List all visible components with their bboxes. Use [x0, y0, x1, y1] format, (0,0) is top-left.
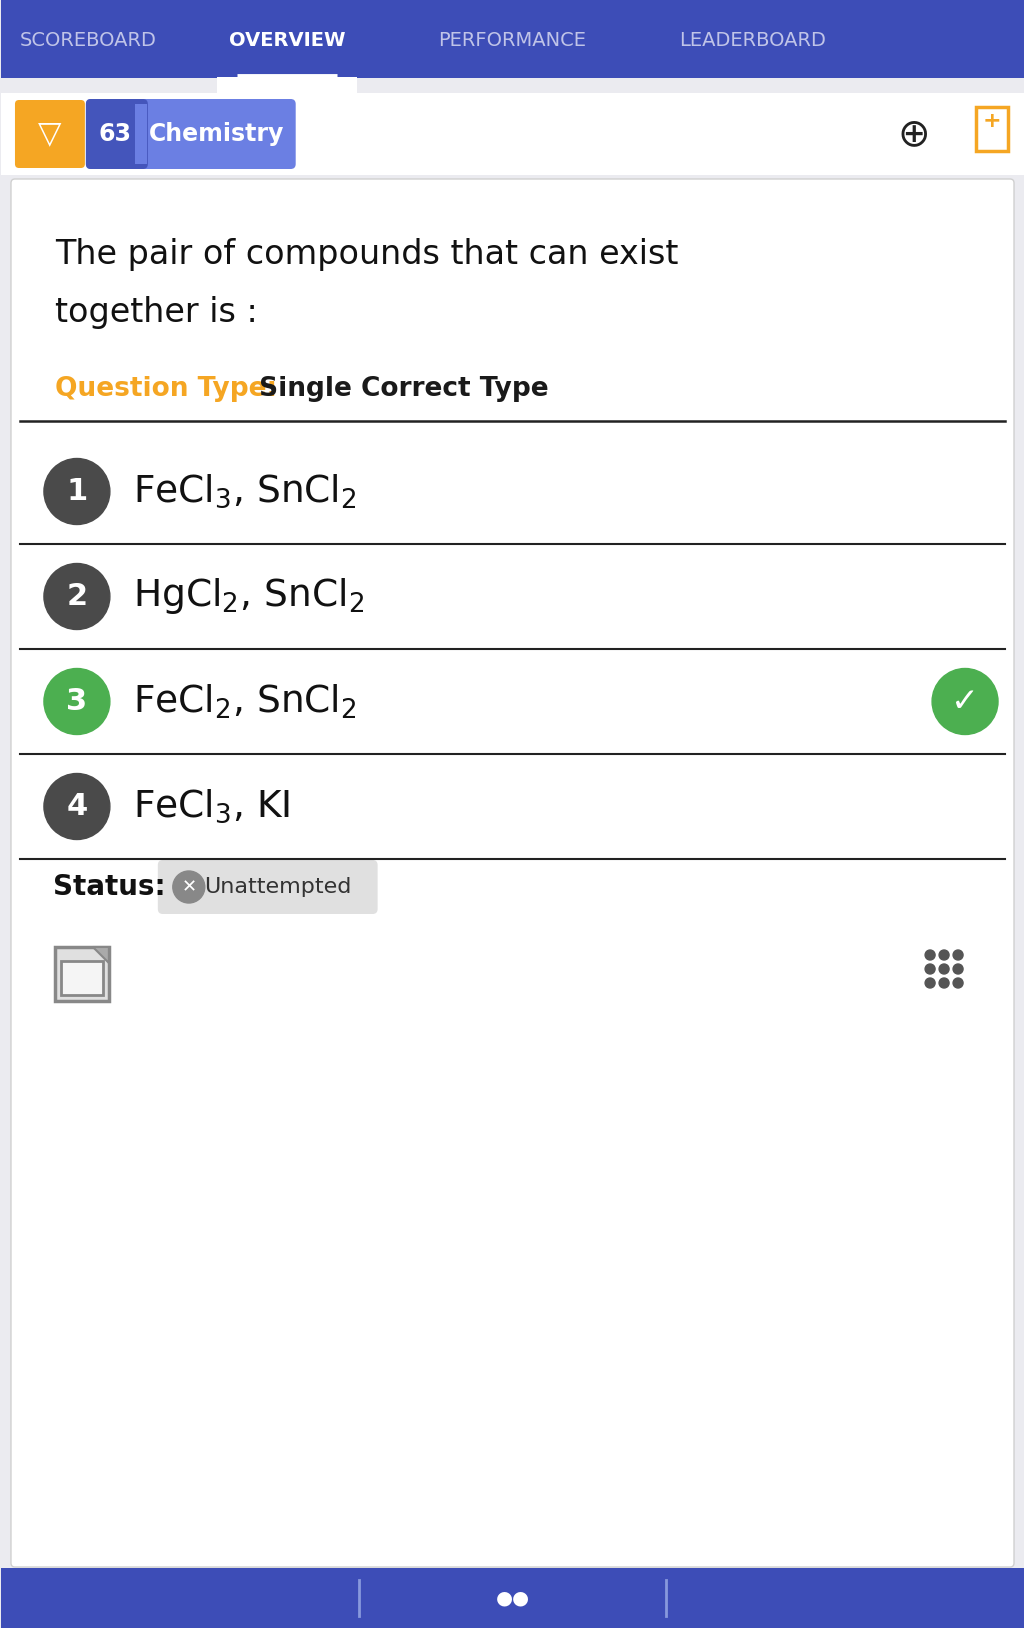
Text: 63: 63 — [98, 122, 131, 147]
Text: Chemistry: Chemistry — [150, 122, 285, 147]
FancyBboxPatch shape — [86, 99, 147, 169]
Text: ⊕: ⊕ — [898, 116, 931, 153]
Circle shape — [939, 951, 949, 961]
Text: The pair of compounds that can exist: The pair of compounds that can exist — [55, 238, 678, 270]
FancyBboxPatch shape — [1, 0, 1024, 78]
Text: +: + — [983, 111, 1001, 130]
Circle shape — [44, 669, 110, 734]
Circle shape — [44, 563, 110, 630]
Circle shape — [953, 951, 963, 961]
Text: FeCl$_3$, KI: FeCl$_3$, KI — [133, 788, 290, 825]
Circle shape — [932, 669, 998, 734]
Circle shape — [44, 773, 110, 840]
FancyBboxPatch shape — [86, 99, 296, 169]
Circle shape — [925, 978, 935, 988]
Text: ✓: ✓ — [951, 685, 979, 718]
Circle shape — [953, 964, 963, 974]
Circle shape — [925, 964, 935, 974]
Text: Question Type:: Question Type: — [55, 376, 278, 402]
Text: 2: 2 — [67, 581, 87, 610]
Text: Single Correct Type: Single Correct Type — [250, 376, 549, 402]
Text: ●●: ●● — [496, 1589, 529, 1607]
Text: 1: 1 — [67, 477, 87, 506]
FancyBboxPatch shape — [1, 1568, 1024, 1628]
Circle shape — [953, 978, 963, 988]
Polygon shape — [93, 947, 109, 964]
FancyBboxPatch shape — [55, 947, 109, 1001]
Text: ▽: ▽ — [38, 119, 61, 148]
Text: HgCl$_2$, SnCl$_2$: HgCl$_2$, SnCl$_2$ — [133, 576, 364, 617]
Text: 3: 3 — [67, 687, 87, 716]
Text: Status:: Status: — [53, 873, 166, 900]
Circle shape — [939, 978, 949, 988]
Text: Unattempted: Unattempted — [204, 877, 351, 897]
FancyBboxPatch shape — [11, 179, 1014, 1568]
Circle shape — [173, 871, 205, 904]
Text: ✕: ✕ — [181, 877, 197, 895]
FancyBboxPatch shape — [1, 93, 1024, 174]
Text: FeCl$_2$, SnCl$_2$: FeCl$_2$, SnCl$_2$ — [133, 682, 356, 721]
Text: OVERVIEW: OVERVIEW — [229, 31, 346, 50]
FancyBboxPatch shape — [217, 77, 357, 93]
Text: LEADERBOARD: LEADERBOARD — [680, 31, 826, 50]
FancyBboxPatch shape — [158, 860, 378, 913]
FancyBboxPatch shape — [15, 99, 85, 168]
Circle shape — [44, 459, 110, 524]
FancyBboxPatch shape — [60, 961, 102, 995]
Text: together is :: together is : — [55, 296, 258, 329]
Circle shape — [925, 951, 935, 961]
FancyBboxPatch shape — [135, 104, 146, 164]
Text: 4: 4 — [67, 791, 87, 821]
Text: SCOREBOARD: SCOREBOARD — [19, 31, 157, 50]
Text: FeCl$_3$, SnCl$_2$: FeCl$_3$, SnCl$_2$ — [133, 472, 356, 510]
Text: PERFORMANCE: PERFORMANCE — [438, 31, 587, 50]
Circle shape — [939, 964, 949, 974]
